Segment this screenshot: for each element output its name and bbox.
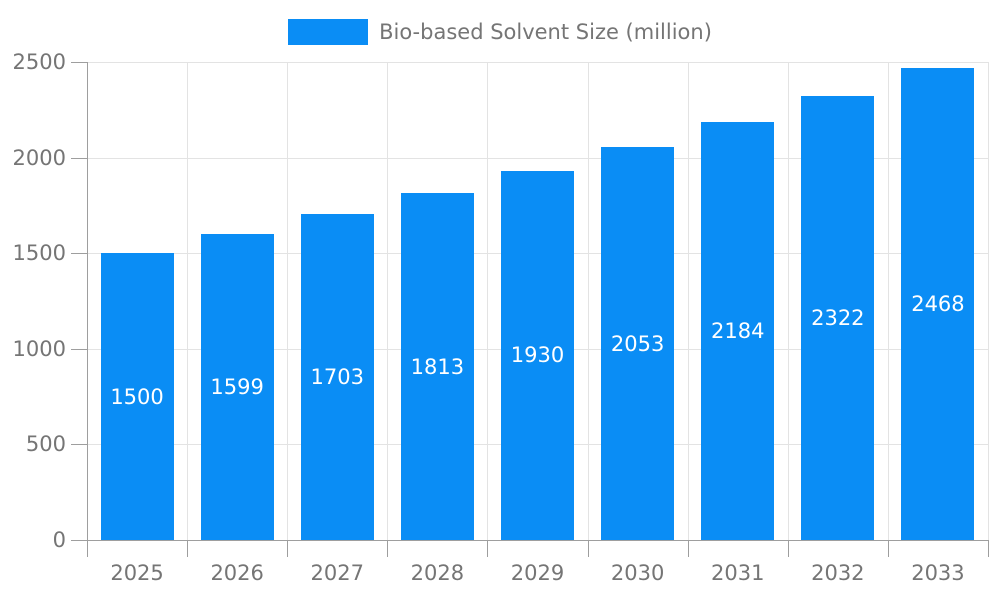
x-axis-category-label: 2031: [710, 561, 765, 585]
x-gridline: [287, 62, 288, 540]
bar-value-label: 1930: [510, 343, 565, 368]
bar-2031[interactable]: [701, 122, 775, 540]
x-axis-tick: [387, 540, 388, 557]
y-axis-tick: [71, 444, 87, 445]
x-axis-tick: [487, 540, 488, 557]
bar-2025[interactable]: [100, 253, 174, 540]
bar-2032[interactable]: [801, 96, 875, 540]
y-gridline: [87, 62, 988, 63]
x-gridline: [988, 62, 989, 540]
x-axis-category-label: 2025: [110, 561, 164, 585]
y-axis-tick: [71, 253, 87, 254]
bar-value-label: 1500: [110, 384, 164, 409]
x-axis-category-label: 2027: [310, 561, 364, 585]
x-axis-tick: [287, 540, 288, 557]
x-gridline: [688, 62, 689, 540]
x-gridline: [487, 62, 488, 540]
bar-2026[interactable]: [200, 234, 274, 540]
x-gridline: [387, 62, 388, 540]
x-axis-category-label: 2033: [911, 561, 965, 585]
y-axis-tick-label: 1000: [12, 337, 66, 361]
legend-label: Bio-based Solvent Size (million): [379, 20, 712, 44]
y-gridline: [87, 158, 988, 159]
y-axis-tick-label: 500: [25, 432, 66, 456]
x-axis-tick: [187, 540, 188, 557]
x-axis-category-label: 2029: [510, 561, 565, 585]
bar-2029[interactable]: [501, 170, 574, 540]
x-axis-tick: [788, 540, 789, 557]
y-axis-tick-label: 0: [52, 528, 66, 552]
bar-value-label: 2053: [610, 331, 665, 356]
bar-2030[interactable]: [601, 147, 675, 540]
legend[interactable]: Bio-based Solvent Size (million): [0, 19, 1000, 45]
x-axis-tick: [988, 540, 989, 557]
x-gridline: [588, 62, 589, 540]
x-gridline: [788, 62, 789, 540]
y-axis-tick: [71, 540, 87, 541]
bar-2033[interactable]: [901, 68, 975, 540]
x-gridline: [888, 62, 889, 540]
bar-value-label: 2468: [911, 292, 965, 317]
bar-2027[interactable]: [300, 214, 374, 540]
bar-value-label: 2322: [811, 306, 865, 331]
y-axis-tick: [71, 349, 87, 350]
x-axis-line: [87, 540, 988, 541]
y-axis-tick: [71, 158, 87, 159]
x-axis-category-label: 2028: [410, 561, 465, 585]
y-axis-tick-label: 2000: [12, 146, 66, 170]
bar-value-label: 1599: [210, 375, 264, 400]
y-axis-tick-label: 2500: [12, 50, 66, 74]
bar-value-label: 2184: [710, 319, 765, 344]
bar-value-label: 1703: [310, 365, 364, 390]
bar-2028[interactable]: [400, 193, 474, 540]
x-axis-category-label: 2030: [610, 561, 665, 585]
x-axis-category-label: 2026: [210, 561, 264, 585]
x-gridline: [187, 62, 188, 540]
legend-swatch: [288, 19, 369, 45]
bar-value-label: 1813: [410, 354, 465, 379]
y-axis-line: [87, 62, 88, 557]
x-axis-tick: [688, 540, 689, 557]
x-axis-category-label: 2032: [811, 561, 865, 585]
x-axis-tick: [588, 540, 589, 557]
y-axis-tick-label: 1500: [12, 241, 66, 265]
x-axis-tick: [888, 540, 889, 557]
y-axis-tick: [71, 62, 87, 63]
